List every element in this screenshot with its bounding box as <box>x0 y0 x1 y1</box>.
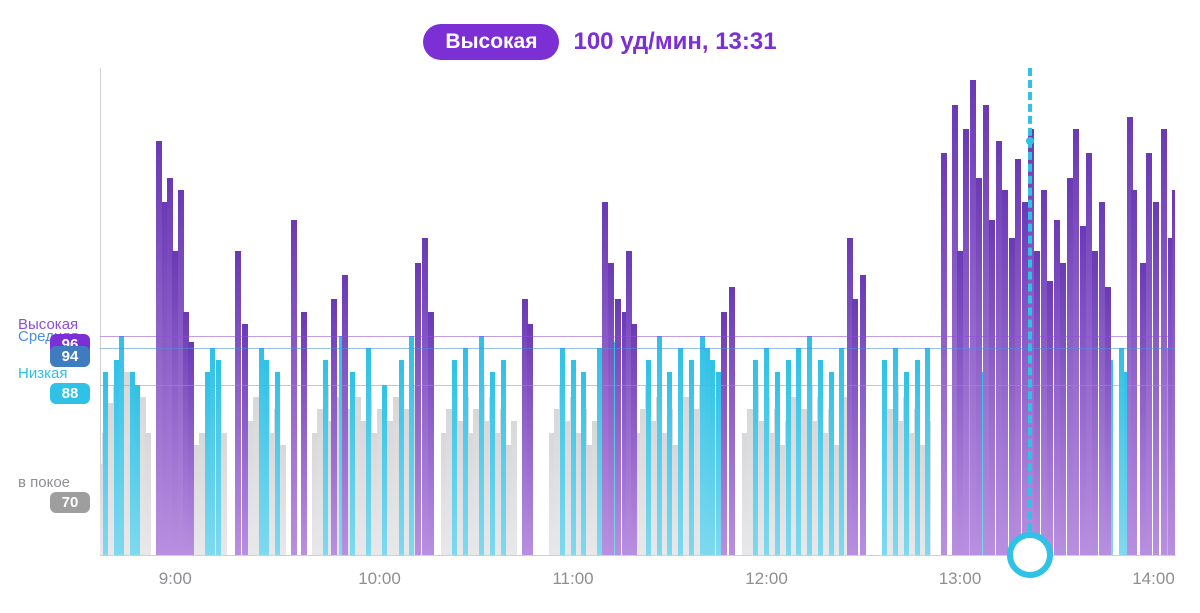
selected-value-label: 100 уд/мин, 13:31 <box>573 28 776 56</box>
y-label: в покое <box>18 474 108 491</box>
x-tick-label: 11:00 <box>552 569 593 589</box>
y-value-pill: 94 <box>50 346 90 367</box>
cursor-point-icon <box>1026 137 1034 145</box>
y-label: Низкая <box>18 365 108 382</box>
y-value-pill: 88 <box>50 383 90 404</box>
heart-rate-chart: Высокая 100 уд/мин, 13:31 ВысокаяСредняя… <box>0 0 1200 613</box>
x-tick-label: 13:00 <box>939 569 982 589</box>
chart-header: Высокая 100 уд/мин, 13:31 <box>0 24 1200 60</box>
guide-line <box>100 348 1175 349</box>
cursor-handle[interactable] <box>1007 532 1053 578</box>
guide-line <box>100 336 1175 337</box>
x-tick-label: 14:00 <box>1132 569 1175 589</box>
guide-line <box>100 385 1175 386</box>
x-tick-label: 10:00 <box>358 569 401 589</box>
chart-plot[interactable] <box>100 68 1175 555</box>
y-value-pill: 70 <box>50 492 90 513</box>
x-tick-label: 12:00 <box>745 569 788 589</box>
x-tick-label: 9:00 <box>159 569 192 589</box>
zone-pill: Высокая <box>423 24 559 60</box>
